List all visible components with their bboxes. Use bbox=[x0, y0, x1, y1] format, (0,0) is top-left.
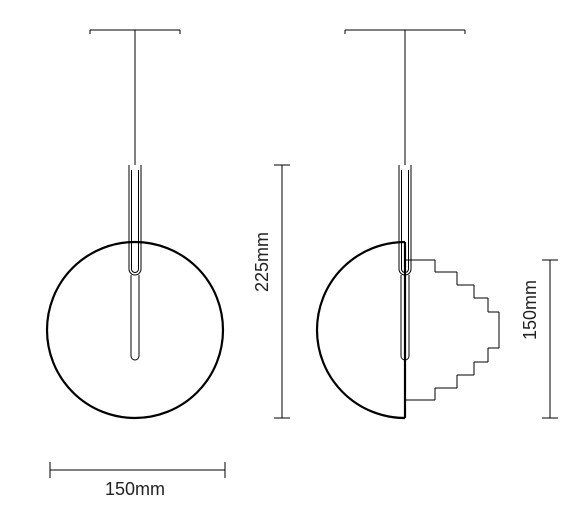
dimension-depth-label: 150mm bbox=[520, 280, 540, 340]
side-view bbox=[317, 30, 499, 418]
dimension-width-label: 150mm bbox=[105, 479, 165, 499]
dimension-depth: 150mm bbox=[520, 260, 558, 418]
dimension-width: 150mm bbox=[50, 462, 225, 499]
stepped-diffuser bbox=[405, 260, 499, 400]
inner-tube bbox=[131, 275, 139, 360]
front-view bbox=[47, 30, 223, 418]
stem bbox=[129, 165, 141, 275]
dimension-height: 225mm bbox=[252, 165, 290, 418]
dimension-height-label: 225mm bbox=[252, 232, 272, 292]
disc-outline bbox=[317, 242, 405, 418]
ring-outline bbox=[47, 242, 223, 418]
